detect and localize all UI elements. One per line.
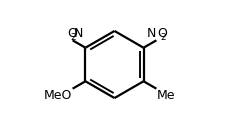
Text: MeO: MeO <box>44 89 72 102</box>
Text: N: N <box>73 27 83 40</box>
Text: O: O <box>68 27 77 40</box>
Text: O: O <box>157 27 167 40</box>
Text: 2: 2 <box>71 33 76 42</box>
Text: 2: 2 <box>160 33 166 42</box>
Text: Me: Me <box>157 89 176 102</box>
Text: N: N <box>146 27 156 40</box>
